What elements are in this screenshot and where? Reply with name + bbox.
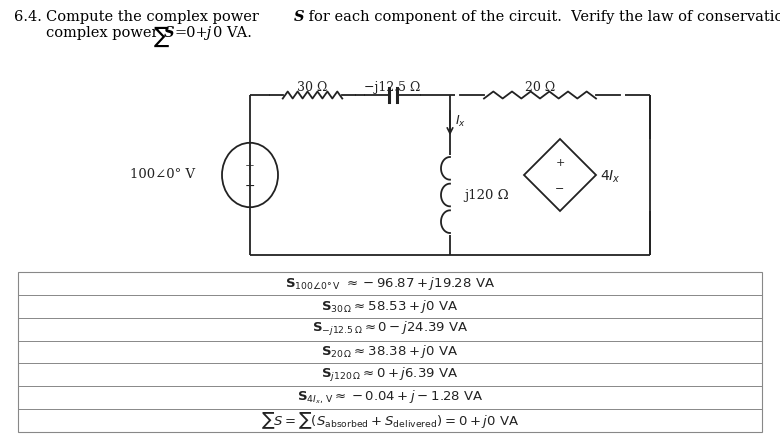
Text: S: S [164, 26, 175, 40]
Text: $\mathbf{S}_{j120\,\Omega} \approx 0 + j6.39\ \mathrm{VA}$: $\mathbf{S}_{j120\,\Omega} \approx 0 + j… [321, 366, 459, 384]
Text: $I_x$: $I_x$ [455, 113, 466, 128]
Text: −j12.5 Ω: −j12.5 Ω [364, 81, 420, 94]
Text: $\mathbf{S}_{100\angle 0°\,\mathrm{V}}$ $\approx -96.87 + j19.28\ \mathrm{VA}$: $\mathbf{S}_{100\angle 0°\,\mathrm{V}}$ … [285, 275, 495, 292]
Text: −: − [555, 184, 565, 194]
Text: for each component of the circuit.  Verify the law of conservation of: for each component of the circuit. Verif… [304, 10, 780, 24]
Text: 30 Ω: 30 Ω [297, 81, 328, 94]
Text: complex power: complex power [46, 26, 163, 40]
Bar [18, 272, 762, 432]
Text: $\sum S = \sum(S_{\mathrm{absorbed}} + S_{\mathrm{delivered}}) = 0 + j0\ \mathrm: $\sum S = \sum(S_{\mathrm{absorbed}} + S… [261, 410, 519, 431]
Text: $\sum$: $\sum$ [153, 25, 170, 49]
Text: $\mathbf{S}_{30\,\Omega} \approx 58.53 + j0\ \mathrm{VA}$: $\mathbf{S}_{30\,\Omega} \approx 58.53 +… [321, 298, 459, 315]
Text: $\mathbf{S}_{20\,\Omega} \approx 38.38 + j0\ \mathrm{VA}$: $\mathbf{S}_{20\,\Omega} \approx 38.38 +… [321, 343, 459, 360]
Text: =0+: =0+ [174, 26, 207, 40]
Text: 20 Ω: 20 Ω [525, 81, 555, 94]
Text: 0 VA.: 0 VA. [213, 26, 252, 40]
Text: +: + [245, 159, 255, 173]
Text: −: − [245, 180, 255, 192]
Text: $4I_x$: $4I_x$ [600, 169, 621, 185]
Text: j120 Ω: j120 Ω [464, 188, 509, 201]
Text: +: + [555, 158, 565, 168]
Text: $\mathbf{S}_{-j12.5\,\Omega} \approx 0 - j24.39\ \mathrm{VA}$: $\mathbf{S}_{-j12.5\,\Omega} \approx 0 -… [312, 320, 468, 338]
Text: Compute the complex power: Compute the complex power [46, 10, 264, 24]
Text: S: S [294, 10, 305, 24]
Text: 6.4.: 6.4. [14, 10, 42, 24]
Text: 100∠0° V: 100∠0° V [130, 169, 195, 181]
Text: j: j [202, 26, 211, 40]
Text: $\mathbf{S}_{4I_x,\,\mathrm{V}} \approx -0.04 + j-1.28\ \mathrm{VA}$: $\mathbf{S}_{4I_x,\,\mathrm{V}} \approx … [296, 389, 484, 406]
